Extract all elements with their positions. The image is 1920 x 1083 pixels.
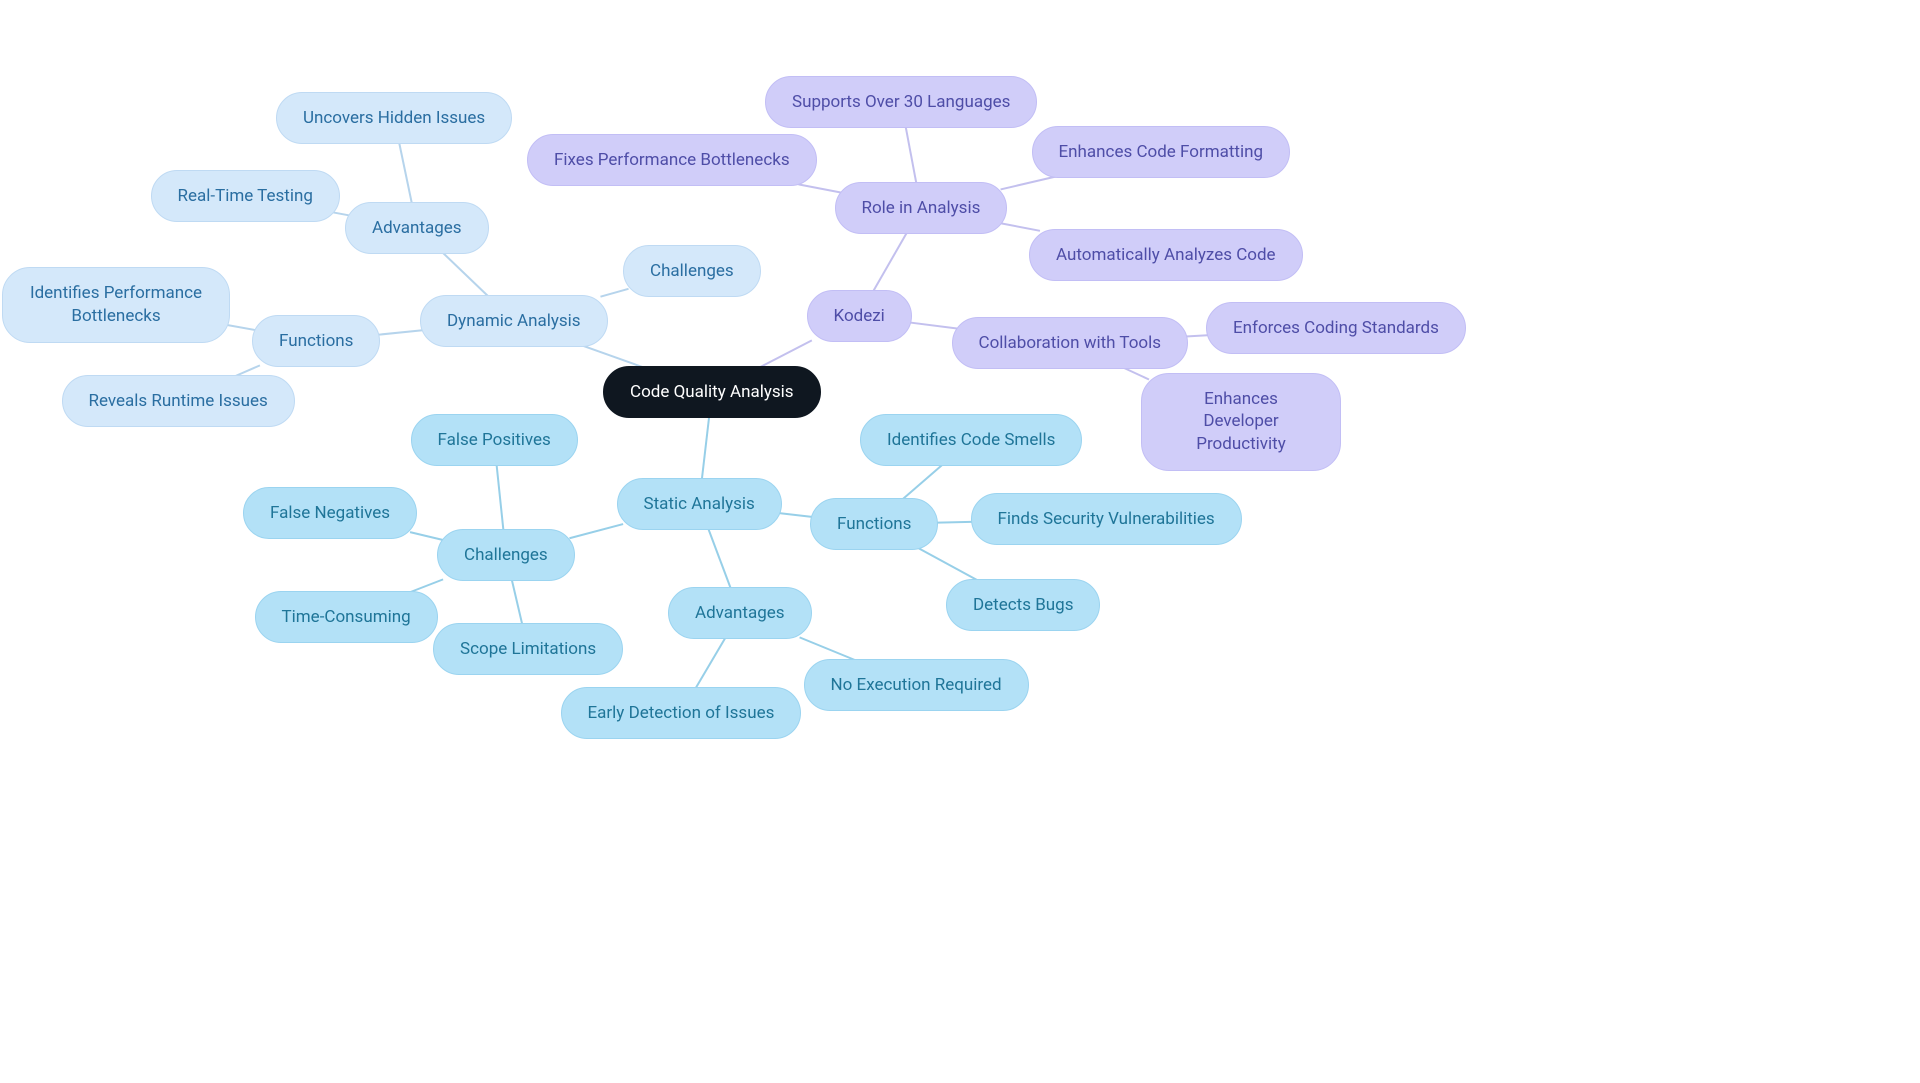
edge-dynamic-d_adv (442, 252, 488, 296)
edge-kodezi-k_role (873, 232, 907, 291)
node-d_func2: Reveals Runtime Issues (62, 375, 295, 428)
edge-static-s_adv (708, 528, 731, 588)
node-s_func3: Detects Bugs (946, 579, 1100, 632)
node-d_chal: Challenges (623, 245, 761, 298)
node-d_func: Functions (252, 315, 380, 368)
edge-dynamic-d_chal (600, 289, 628, 297)
node-k_role3: Enhances Code Formatting (1032, 126, 1291, 179)
node-k_role: Role in Analysis (835, 182, 1008, 235)
edge-s_func-s_func3 (919, 548, 978, 580)
node-k_collab2: Enhances Developer Productivity (1141, 373, 1341, 472)
edge-k_role-k_role2 (906, 126, 917, 183)
node-k_role1: Fixes Performance Bottlenecks (527, 134, 817, 187)
edge-center-dynamic (582, 345, 644, 367)
edge-center-static (702, 416, 709, 479)
edge-k_role-k_role4 (1001, 223, 1040, 231)
node-s_func2: Finds Security Vulnerabilities (971, 493, 1242, 546)
edge-dynamic-d_func (375, 330, 428, 335)
edge-s_chal-s_chal2 (410, 532, 442, 540)
node-s_chal1: False Positives (411, 414, 578, 467)
node-d_func1: Identifies Performance Bottlenecks (2, 267, 230, 343)
node-d_adv2: Real-Time Testing (151, 170, 340, 223)
edge-s_chal-s_chal1 (497, 464, 504, 530)
node-s_chal3: Time-Consuming (255, 591, 438, 644)
node-k_role2: Supports Over 30 Languages (765, 76, 1037, 129)
edge-s_adv-s_adv2 (800, 637, 857, 660)
node-s_chal: Challenges (437, 529, 575, 582)
edge-static-s_chal (569, 524, 623, 538)
node-k_role4: Automatically Analyzes Code (1029, 229, 1303, 282)
node-d_adv1: Uncovers Hidden Issues (276, 92, 512, 145)
edge-s_func-s_func1 (902, 464, 943, 499)
node-kodezi: Kodezi (807, 290, 912, 343)
edge-center-kodezi (759, 340, 812, 367)
node-d_adv: Advantages (345, 202, 489, 255)
node-s_adv2: No Execution Required (804, 659, 1029, 712)
node-k_collab: Collaboration with Tools (952, 317, 1189, 370)
node-s_func: Functions (810, 498, 938, 551)
edge-s_adv-s_adv1 (695, 637, 725, 688)
node-s_adv: Advantages (668, 587, 812, 640)
edge-k_collab-k_collab2 (1123, 367, 1149, 379)
node-s_chal2: False Negatives (243, 487, 417, 540)
edges-layer (0, 0, 1920, 1083)
edge-static-s_func (775, 513, 815, 518)
node-center: Code Quality Analysis (603, 366, 821, 419)
edge-k_role-k_role3 (1001, 176, 1057, 189)
edge-kodezi-k_collab (907, 322, 961, 329)
edge-d_adv-d_adv1 (399, 142, 412, 203)
edge-s_chal-s_chal4 (512, 579, 523, 624)
node-dynamic: Dynamic Analysis (420, 295, 608, 348)
node-static: Static Analysis (617, 478, 782, 531)
edge-k_role-k_role1 (798, 184, 841, 192)
node-s_chal4: Scope Limitations (433, 623, 623, 676)
node-k_collab1: Enforces Coding Standards (1206, 302, 1466, 355)
node-s_func1: Identifies Code Smells (860, 414, 1082, 467)
node-s_adv1: Early Detection of Issues (561, 687, 802, 740)
